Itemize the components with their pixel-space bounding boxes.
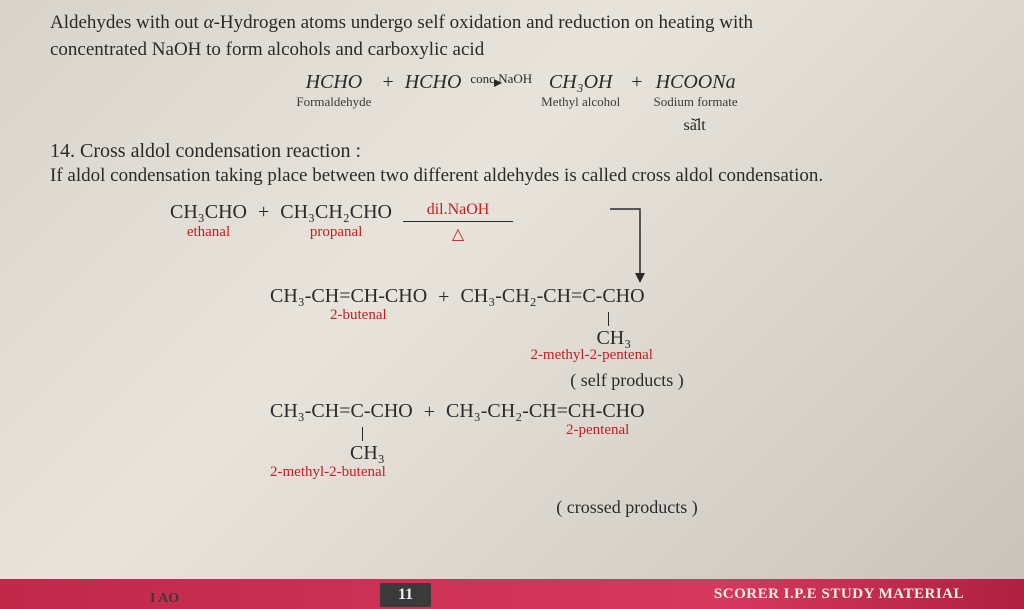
product-2-pentenal: CH₃-CH₂-CH=CH-CHO 2-pentenal	[446, 401, 645, 439]
product-formate: HCOONa Sodium formate ⏟ salt	[654, 71, 738, 122]
page-number: 11	[380, 583, 431, 607]
reactant-propanal: CH₃CH₂CHO propanal	[280, 201, 392, 241]
hcoona: HCOONa	[654, 71, 738, 94]
ch3oh: CH₃OH	[541, 71, 620, 94]
butenal-label: 2-butenal	[330, 307, 427, 324]
methylbutenal-label: 2-methyl-2-butenal	[270, 464, 413, 481]
cross-aldol-scheme: CH₃CHO ethanal + CH₃CH₂CHO propanal dil.…	[170, 201, 984, 518]
cannizzaro-equation: HCHO Formaldehyde + HCHO conc.NaOH CH₃OH…	[50, 71, 984, 122]
down-arrow-icon	[610, 201, 650, 291]
intro-paragraph: Aldehydes with out α-Hydrogen atoms unde…	[50, 10, 984, 63]
reaction-conditions: dil.NaOH △	[403, 201, 513, 244]
self-products-caption: ( self products )	[270, 370, 984, 391]
alpha-symbol: α	[204, 12, 214, 33]
hcho-1: HCHO	[296, 71, 371, 94]
hcho-1-label: Formaldehyde	[296, 94, 371, 110]
section-14-body: If aldol condensation taking place betwe…	[50, 165, 984, 187]
methylbutenal-formula: CH₃-CH=C-CHO	[270, 401, 413, 422]
self-products-row: CH₃-CH=CH-CHO 2-butenal + CH₃-CH₂-CH=C-C…	[270, 286, 984, 364]
ch3ch2cho: CH₃CH₂CHO	[280, 201, 392, 223]
reaction-arrow-1: conc.NaOH	[470, 71, 532, 83]
pentenal-ch3: CH₃	[596, 328, 652, 349]
ethanal-label: ethanal	[170, 224, 247, 241]
intro-line1a: Aldehydes with out	[50, 12, 204, 33]
crossed-products-row: CH₃-CH=C-CHO CH₃ 2-methyl-2-butenal + CH…	[270, 401, 984, 481]
pentenal-label: 2-methyl-2-pentenal	[530, 347, 652, 364]
2pentenal-formula: CH₃-CH₂-CH=CH-CHO	[446, 401, 645, 422]
section-14-heading: 14. Cross aldol condensation reaction :	[50, 140, 984, 163]
product-methanol: CH₃OH Methyl alcohol	[541, 71, 620, 110]
dil-naoh-label: dil.NaOH	[403, 201, 513, 219]
lao-text: I AO	[150, 591, 179, 607]
butenal-formula: CH₃-CH=CH-CHO	[270, 286, 427, 307]
2pentenal-label: 2-pentenal	[566, 422, 645, 439]
methanol-label: Methyl alcohol	[541, 94, 620, 110]
intro-line2: concentrated NaOH to form alcohols and c…	[50, 39, 484, 60]
crossed-products-caption: ( crossed products )	[270, 497, 984, 518]
plus-4: +	[438, 286, 449, 308]
intro-line1b: -Hydrogen atoms undergo self oxidation a…	[214, 12, 753, 33]
reactant-ethanal: CH₃CHO ethanal	[170, 201, 247, 241]
ch3cho: CH₃CHO	[170, 201, 247, 223]
reactant-hcho2: HCHO	[405, 71, 462, 94]
plus-2: +	[631, 71, 642, 93]
product-2-methyl-2-pentenal: CH₃-CH₂-CH=C-CHO CH₃ 2-methyl-2-pentenal	[460, 286, 652, 364]
hcho-2: HCHO	[405, 71, 462, 94]
propanal-label: propanal	[280, 224, 392, 241]
methylbutenal-ch3: CH₃	[350, 443, 413, 464]
salt-annotation: salt	[684, 117, 706, 135]
plus-3: +	[258, 201, 269, 223]
product-2-butenal: CH₃-CH=CH-CHO 2-butenal	[270, 286, 427, 324]
reactant-formaldehyde: HCHO Formaldehyde	[296, 71, 371, 110]
plus-1: +	[382, 71, 393, 93]
product-2-methyl-2-butenal: CH₃-CH=C-CHO CH₃ 2-methyl-2-butenal	[270, 401, 413, 481]
plus-5: +	[424, 401, 435, 423]
heat-triangle-icon: △	[403, 224, 513, 244]
scorer-text: SCORER I.P.E STUDY MATERIAL	[714, 586, 964, 603]
